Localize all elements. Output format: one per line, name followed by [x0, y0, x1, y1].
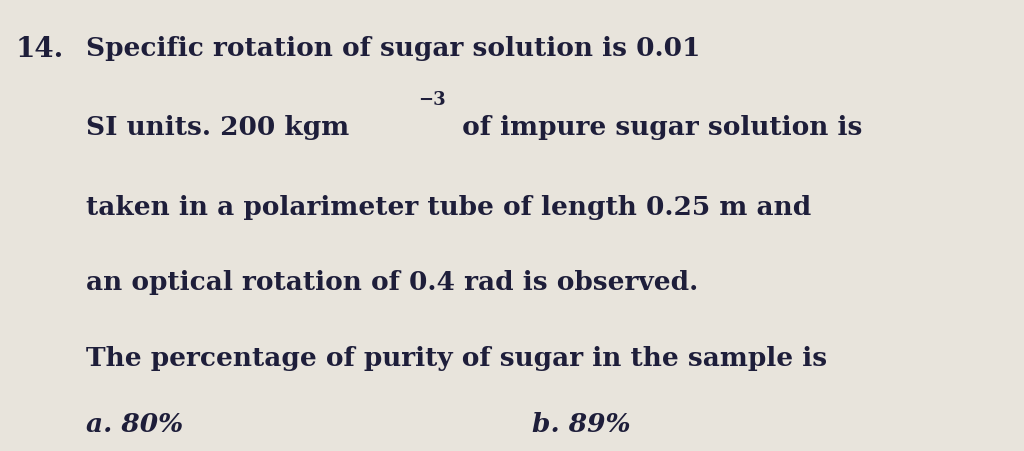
Text: an optical rotation of 0.4 rad is observed.: an optical rotation of 0.4 rad is observ…	[85, 270, 697, 295]
Text: of impure sugar solution is: of impure sugar solution is	[454, 115, 862, 140]
Text: a. 80%: a. 80%	[85, 411, 182, 436]
Text: taken in a polarimeter tube of length 0.25 m and: taken in a polarimeter tube of length 0.…	[85, 194, 811, 220]
Text: The percentage of purity of sugar in the sample is: The percentage of purity of sugar in the…	[85, 345, 826, 370]
Text: b. 89%: b. 89%	[532, 411, 631, 436]
Text: −3: −3	[419, 91, 446, 109]
Text: Specific rotation of sugar solution is 0.01: Specific rotation of sugar solution is 0…	[85, 36, 699, 60]
Text: 14.: 14.	[15, 36, 63, 62]
Text: SI units. 200 kgm: SI units. 200 kgm	[85, 115, 349, 140]
